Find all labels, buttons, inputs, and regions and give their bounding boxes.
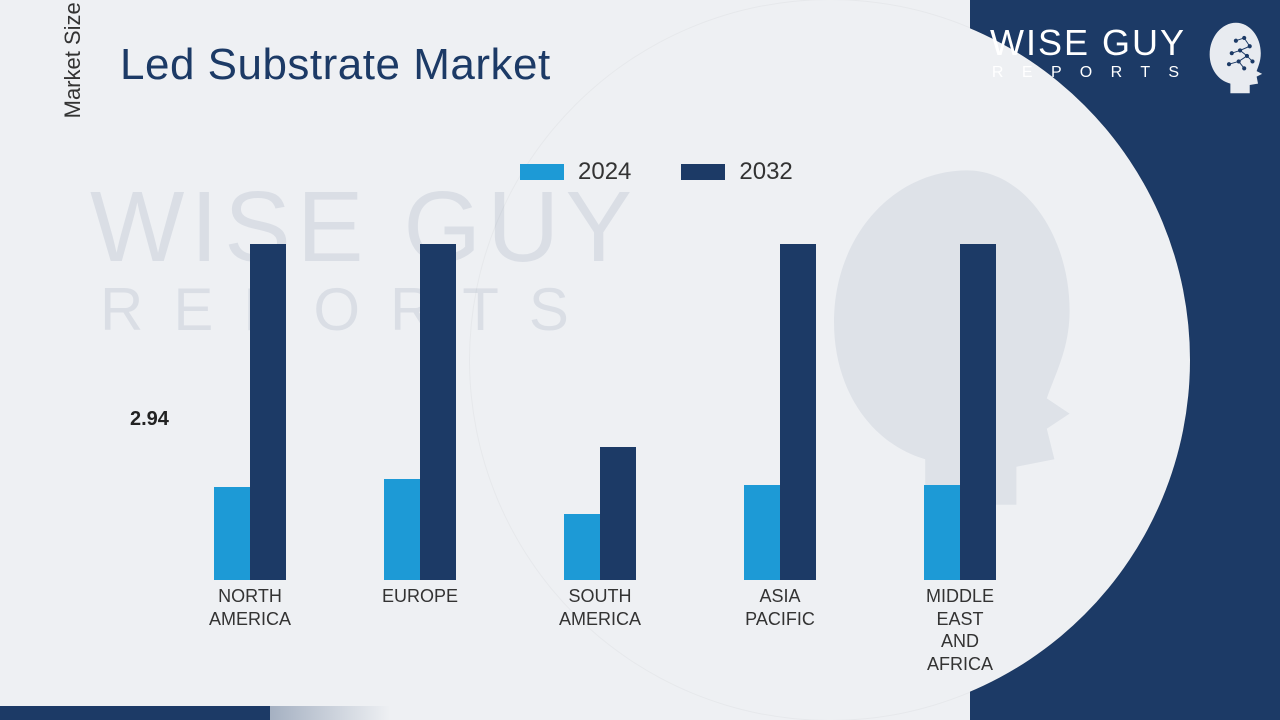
legend-swatch-2032	[681, 164, 725, 180]
bar-2024	[924, 485, 960, 580]
x-tick-label: ASIAPACIFIC	[710, 585, 850, 630]
y-axis-label: Market Size in USD Billion	[60, 0, 85, 118]
bar-group	[540, 447, 660, 580]
bar-2024	[384, 479, 420, 580]
plot-area	[140, 200, 1020, 580]
bar-2032	[780, 244, 816, 580]
bar-2024	[744, 485, 780, 580]
legend-swatch-2024	[520, 164, 564, 180]
bar-value-label: 2.94	[130, 408, 169, 431]
chart-area: Market Size in USD Billion 2024 2032 NOR…	[60, 140, 1020, 700]
page-root: WISE GUY REPORTS Led Substrate Market	[0, 0, 1280, 720]
footer-accent-bar	[0, 706, 270, 720]
footer-accent-glow	[270, 706, 390, 720]
x-tick-label: MIDDLEEASTANDAFRICA	[890, 585, 1030, 675]
bar-2024	[214, 487, 250, 580]
legend-label-2032: 2032	[739, 158, 792, 186]
y-axis-label-wrap: Market Size in USD Billion	[60, 0, 90, 200]
x-tick-label: NORTHAMERICA	[180, 585, 320, 630]
bar-2032	[960, 244, 996, 580]
x-tick-label: SOUTHAMERICA	[530, 585, 670, 630]
brand-line-1: WISE GUY	[990, 22, 1186, 64]
brand-line-2: R E P O R T S	[990, 64, 1186, 82]
bar-group	[190, 244, 310, 580]
legend-item-2024: 2024	[520, 158, 631, 186]
brand-head-icon	[1194, 20, 1264, 96]
bar-2032	[420, 244, 456, 580]
legend-item-2032: 2032	[681, 158, 792, 186]
bar-group	[360, 244, 480, 580]
legend: 2024 2032	[520, 158, 793, 186]
bar-2032	[600, 447, 636, 580]
brand-logo: WISE GUY R E P O R T S	[980, 18, 1260, 98]
bar-2024	[564, 514, 600, 581]
legend-label-2024: 2024	[578, 158, 631, 186]
bar-group	[900, 244, 1020, 580]
bar-group	[720, 244, 840, 580]
x-tick-label: EUROPE	[350, 585, 490, 608]
bar-2032	[250, 244, 286, 580]
chart-title: Led Substrate Market	[120, 40, 551, 90]
